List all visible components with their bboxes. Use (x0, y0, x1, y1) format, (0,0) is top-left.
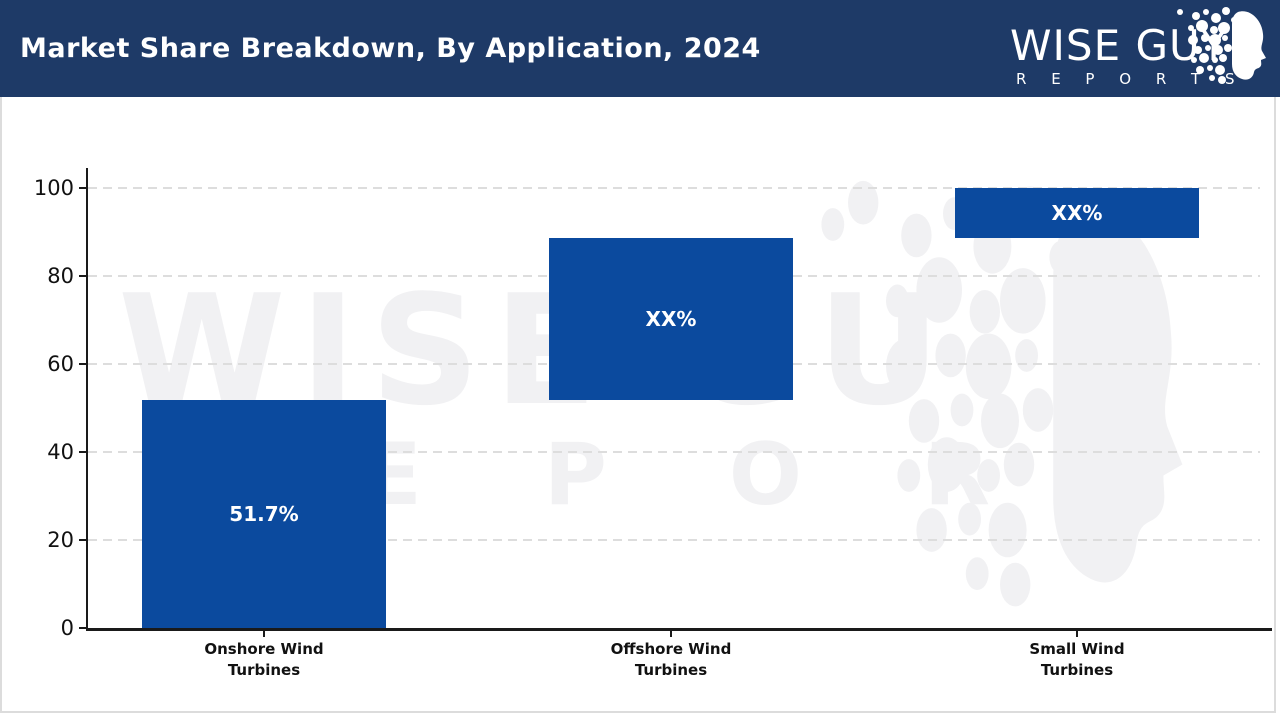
gridline (88, 186, 1260, 189)
bar-segment (549, 237, 793, 401)
header-banner: Market Share Breakdown, By Application, … (0, 0, 1280, 97)
gridline (88, 538, 1260, 541)
gridline (88, 450, 1260, 453)
y-tick-mark (79, 186, 86, 189)
y-tick-mark (79, 538, 86, 541)
x-category-label: Onshore Wind Turbines (104, 639, 424, 681)
bar-value-label: 51.7% (229, 502, 299, 527)
x-category-label: Small Wind Turbines (917, 639, 1237, 681)
y-axis-labels: 0 20 40 60 80 100 (0, 168, 74, 643)
page-title: Market Share Breakdown, By Application, … (20, 33, 761, 64)
y-tick-label: 80 (47, 263, 74, 288)
bar-value-label: XX% (645, 307, 697, 332)
y-tick-label: 100 (33, 175, 74, 200)
x-tick-mark (263, 631, 265, 637)
y-tick-mark (79, 274, 86, 277)
x-tick-mark (1076, 631, 1078, 637)
x-category-label-line: Small Wind (1029, 640, 1125, 658)
y-tick-label: 0 (60, 616, 74, 640)
bar-segment (142, 400, 386, 628)
y-tick-label: 20 (47, 527, 74, 552)
y-tick-label: 60 (47, 351, 74, 376)
x-category-label-line: Turbines (227, 661, 301, 679)
wise-guy-reports-logo: WISE GUY R E P O R T S (1010, 7, 1266, 88)
x-category-label: Offshore Wind Turbines (511, 639, 831, 681)
x-category-label-line: Turbines (634, 661, 708, 679)
plot-area: 51.7% Onshore Wind Turbines XX% Offshore Win… (79, 168, 1272, 679)
x-category-label-line: Offshore Wind (610, 640, 732, 658)
y-tick-mark (79, 627, 86, 629)
svg-text:R E P O R T S: R E P O R T S (1016, 70, 1244, 88)
y-tick-mark (79, 450, 86, 453)
x-category-label-line: Turbines (1040, 661, 1114, 679)
x-category-label-line: Onshore Wind (204, 640, 324, 658)
y-tick-label: 40 (47, 439, 74, 464)
y-tick-mark (79, 362, 86, 365)
bar-value-label: XX% (1051, 200, 1103, 225)
x-tick-mark (670, 631, 672, 637)
